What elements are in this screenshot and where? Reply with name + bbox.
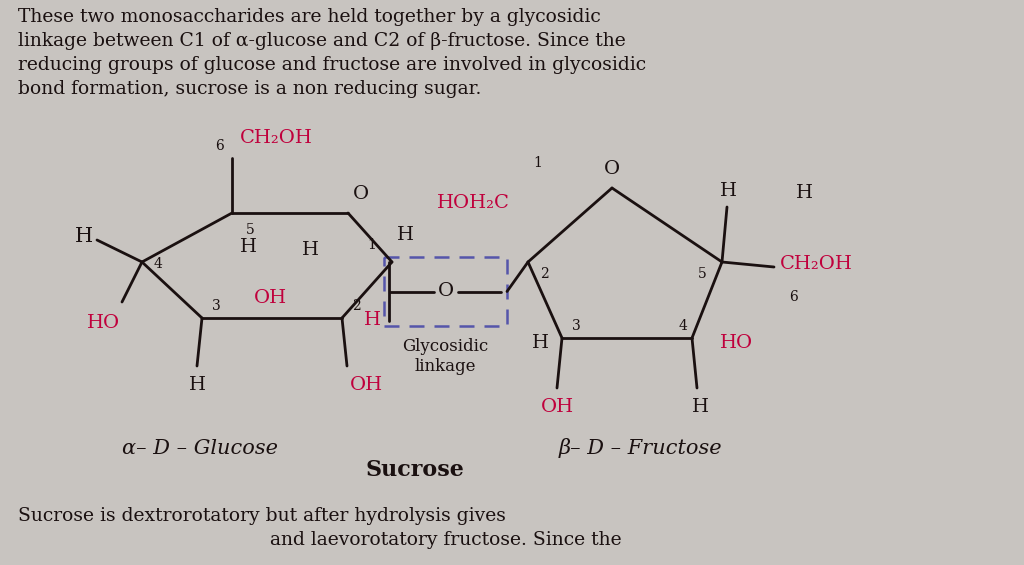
Text: OH: OH (350, 376, 383, 394)
Text: H: H (188, 376, 206, 394)
Text: Sucrose is dextrorotatory but after hydrolysis gives: Sucrose is dextrorotatory but after hydr… (18, 507, 506, 525)
Bar (384, 257, 507, 326)
Text: 5: 5 (246, 223, 255, 237)
Text: 3: 3 (572, 319, 581, 333)
Text: 1: 1 (534, 156, 543, 170)
Text: O: O (353, 185, 369, 203)
Text: H: H (796, 184, 812, 202)
Text: linkage between C1 of α-glucose and C2 of β-fructose. Since the: linkage between C1 of α-glucose and C2 o… (18, 32, 626, 50)
Text: 2: 2 (540, 267, 549, 281)
Text: OH: OH (541, 398, 573, 416)
Text: O: O (437, 282, 454, 301)
Text: These two monosaccharides are held together by a glycosidic: These two monosaccharides are held toget… (18, 8, 601, 26)
Text: 2: 2 (352, 299, 360, 313)
Text: H: H (691, 398, 709, 416)
Text: 3: 3 (212, 299, 221, 313)
Text: OH: OH (254, 289, 287, 307)
Text: 6: 6 (215, 139, 224, 153)
Text: HO: HO (720, 334, 753, 352)
Text: 6: 6 (790, 290, 799, 304)
Text: H: H (240, 238, 257, 256)
Text: β– D – Fructose: β– D – Fructose (558, 438, 722, 458)
Text: 4: 4 (678, 319, 687, 333)
Text: CH₂OH: CH₂OH (240, 129, 313, 147)
Text: H: H (397, 226, 414, 244)
Text: HO: HO (87, 314, 120, 332)
Text: HOH₂C: HOH₂C (437, 194, 510, 212)
Text: CH₂OH: CH₂OH (780, 255, 853, 273)
Text: Glycosidic
linkage: Glycosidic linkage (402, 338, 488, 375)
Text: H: H (301, 241, 318, 259)
Text: O: O (604, 160, 621, 178)
Text: H: H (75, 227, 93, 246)
Text: reducing groups of glucose and fructose are involved in glycosidic: reducing groups of glucose and fructose … (18, 56, 646, 74)
Text: α– D – Glucose: α– D – Glucose (122, 438, 278, 458)
Text: H: H (531, 334, 549, 352)
Text: H: H (720, 182, 736, 200)
Text: Sucrose: Sucrose (366, 459, 465, 481)
Text: H: H (364, 311, 381, 329)
Text: 1: 1 (368, 238, 376, 252)
Text: 5: 5 (698, 267, 707, 281)
Text: bond formation, sucrose is a non reducing sugar.: bond formation, sucrose is a non reducin… (18, 80, 481, 98)
Text: 4: 4 (154, 257, 163, 271)
Text: and laevorotatory fructose. Since the: and laevorotatory fructose. Since the (18, 531, 622, 549)
